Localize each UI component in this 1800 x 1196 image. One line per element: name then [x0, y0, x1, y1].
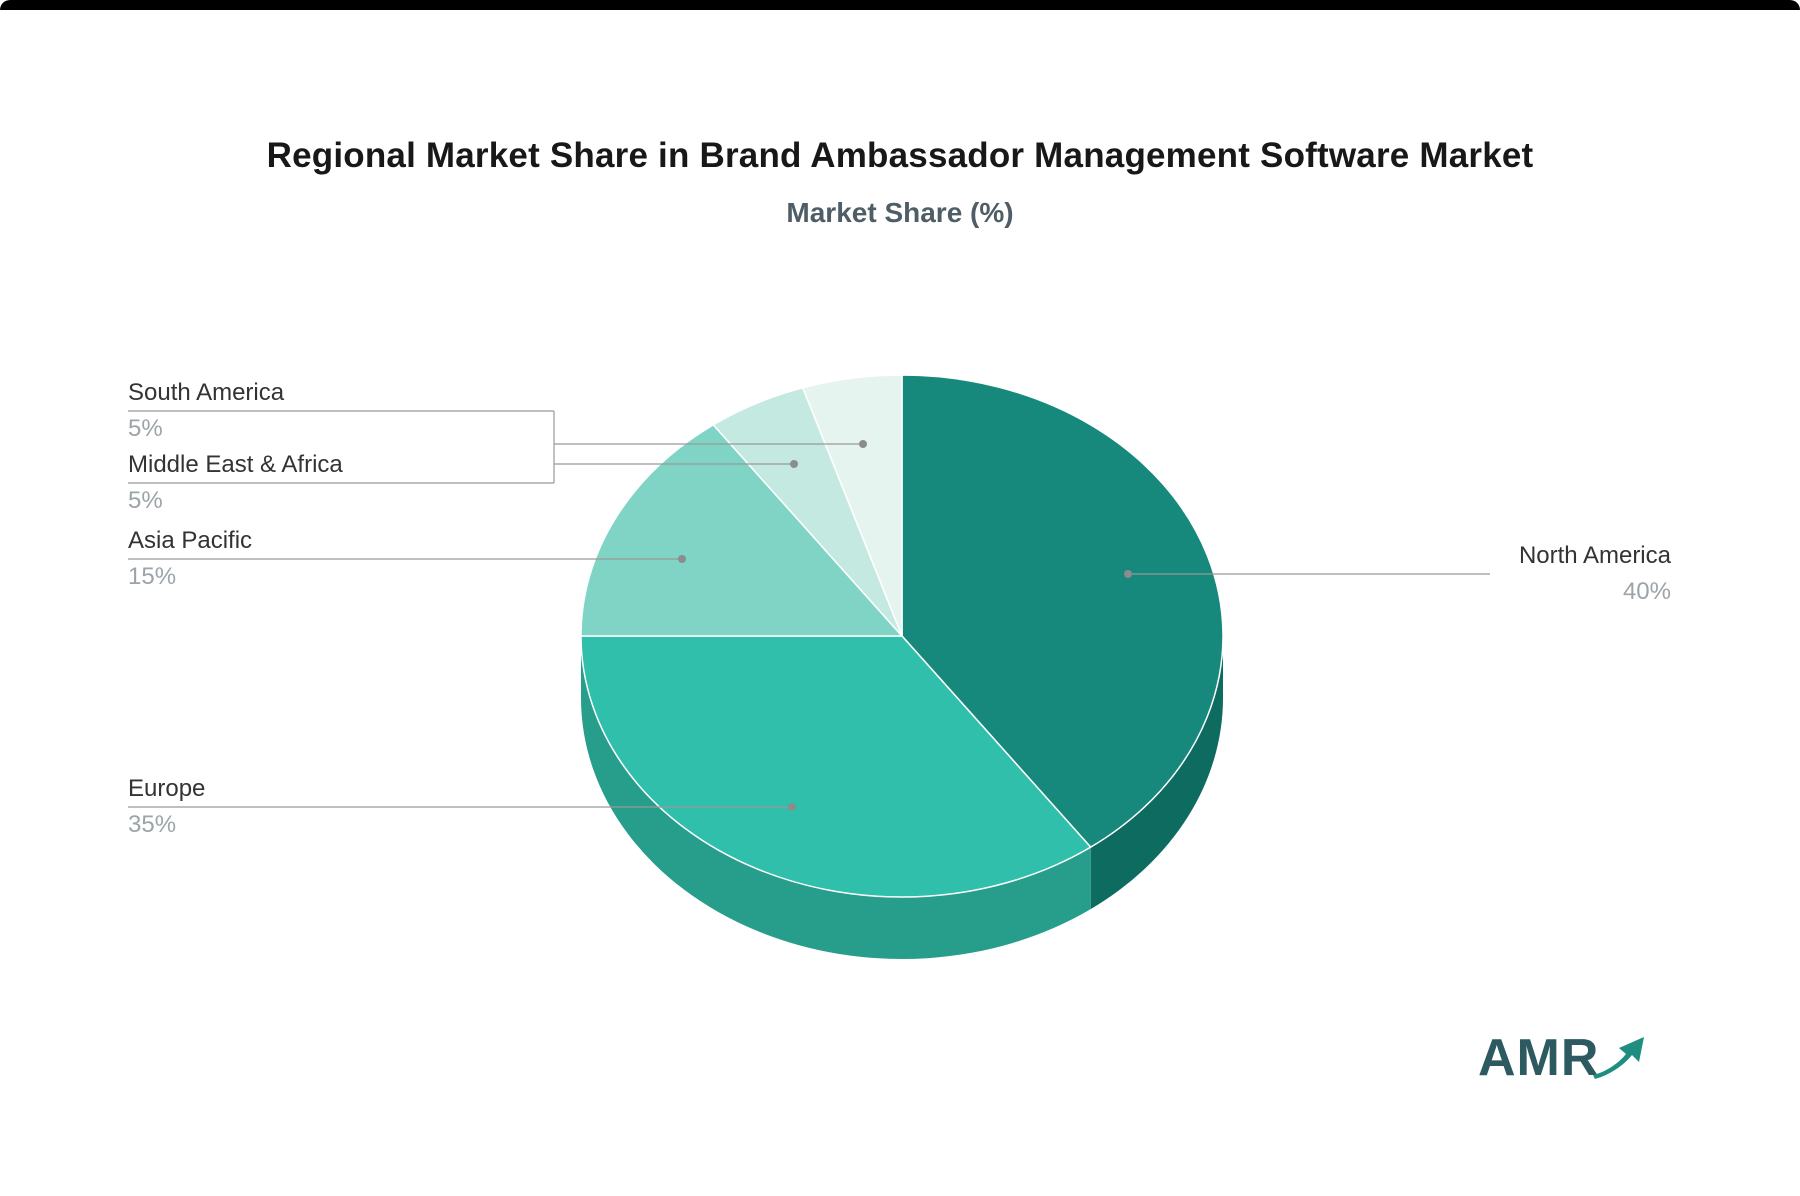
label-middle-east-africa: Middle East & Africa 5%: [128, 451, 343, 515]
slice-value-europe: 35%: [128, 811, 177, 838]
slice-name-europe: Europe: [128, 775, 206, 802]
slice-name-middle-east-africa: Middle East & Africa: [128, 451, 343, 478]
amr-logo-text: AMR: [1478, 1029, 1600, 1087]
pie-slice-europe[interactable]: [580, 635, 1092, 898]
pie-slice-north-america[interactable]: [901, 374, 1224, 849]
amr-logo: AMR: [1478, 1032, 1647, 1084]
connector-dot: [678, 555, 686, 563]
pie-slice-side-north-america: [1090, 636, 1223, 910]
slice-value-middle-east-africa: 5%: [128, 487, 163, 514]
label-europe: Europe 35%: [128, 775, 205, 839]
connector-dot: [859, 440, 867, 448]
window-top-edge: [0, 0, 1800, 10]
chart-subtitle: Market Share (%): [786, 197, 1014, 228]
growth-arrow-icon: [1593, 1037, 1645, 1079]
chart-title: Regional Market Share in Brand Ambassado…: [266, 136, 1534, 175]
pie-slice-asia-pacific[interactable]: [580, 423, 904, 637]
slice-value-north-america: 40%: [1622, 578, 1671, 605]
connector-dot: [790, 460, 798, 468]
slice-value-asia-pacific: 15%: [128, 563, 177, 590]
slice-name-asia-pacific: Asia Pacific: [128, 527, 253, 554]
slice-name-north-america: North America: [1518, 542, 1671, 569]
pie-slice-south-america[interactable]: [801, 374, 903, 637]
slice-value-south-america: 5%: [128, 415, 163, 442]
pie-slice-side-europe: [581, 636, 1091, 959]
label-north-america: North America 40%: [1519, 542, 1671, 606]
connector-dot: [788, 803, 796, 811]
connector-dot: [1124, 570, 1132, 578]
slice-name-south-america: South America: [128, 379, 285, 406]
growth-arrow-path: [1593, 1037, 1645, 1079]
label-asia-pacific: Asia Pacific 15%: [128, 527, 252, 591]
label-south-america: South America 5%: [128, 379, 284, 443]
